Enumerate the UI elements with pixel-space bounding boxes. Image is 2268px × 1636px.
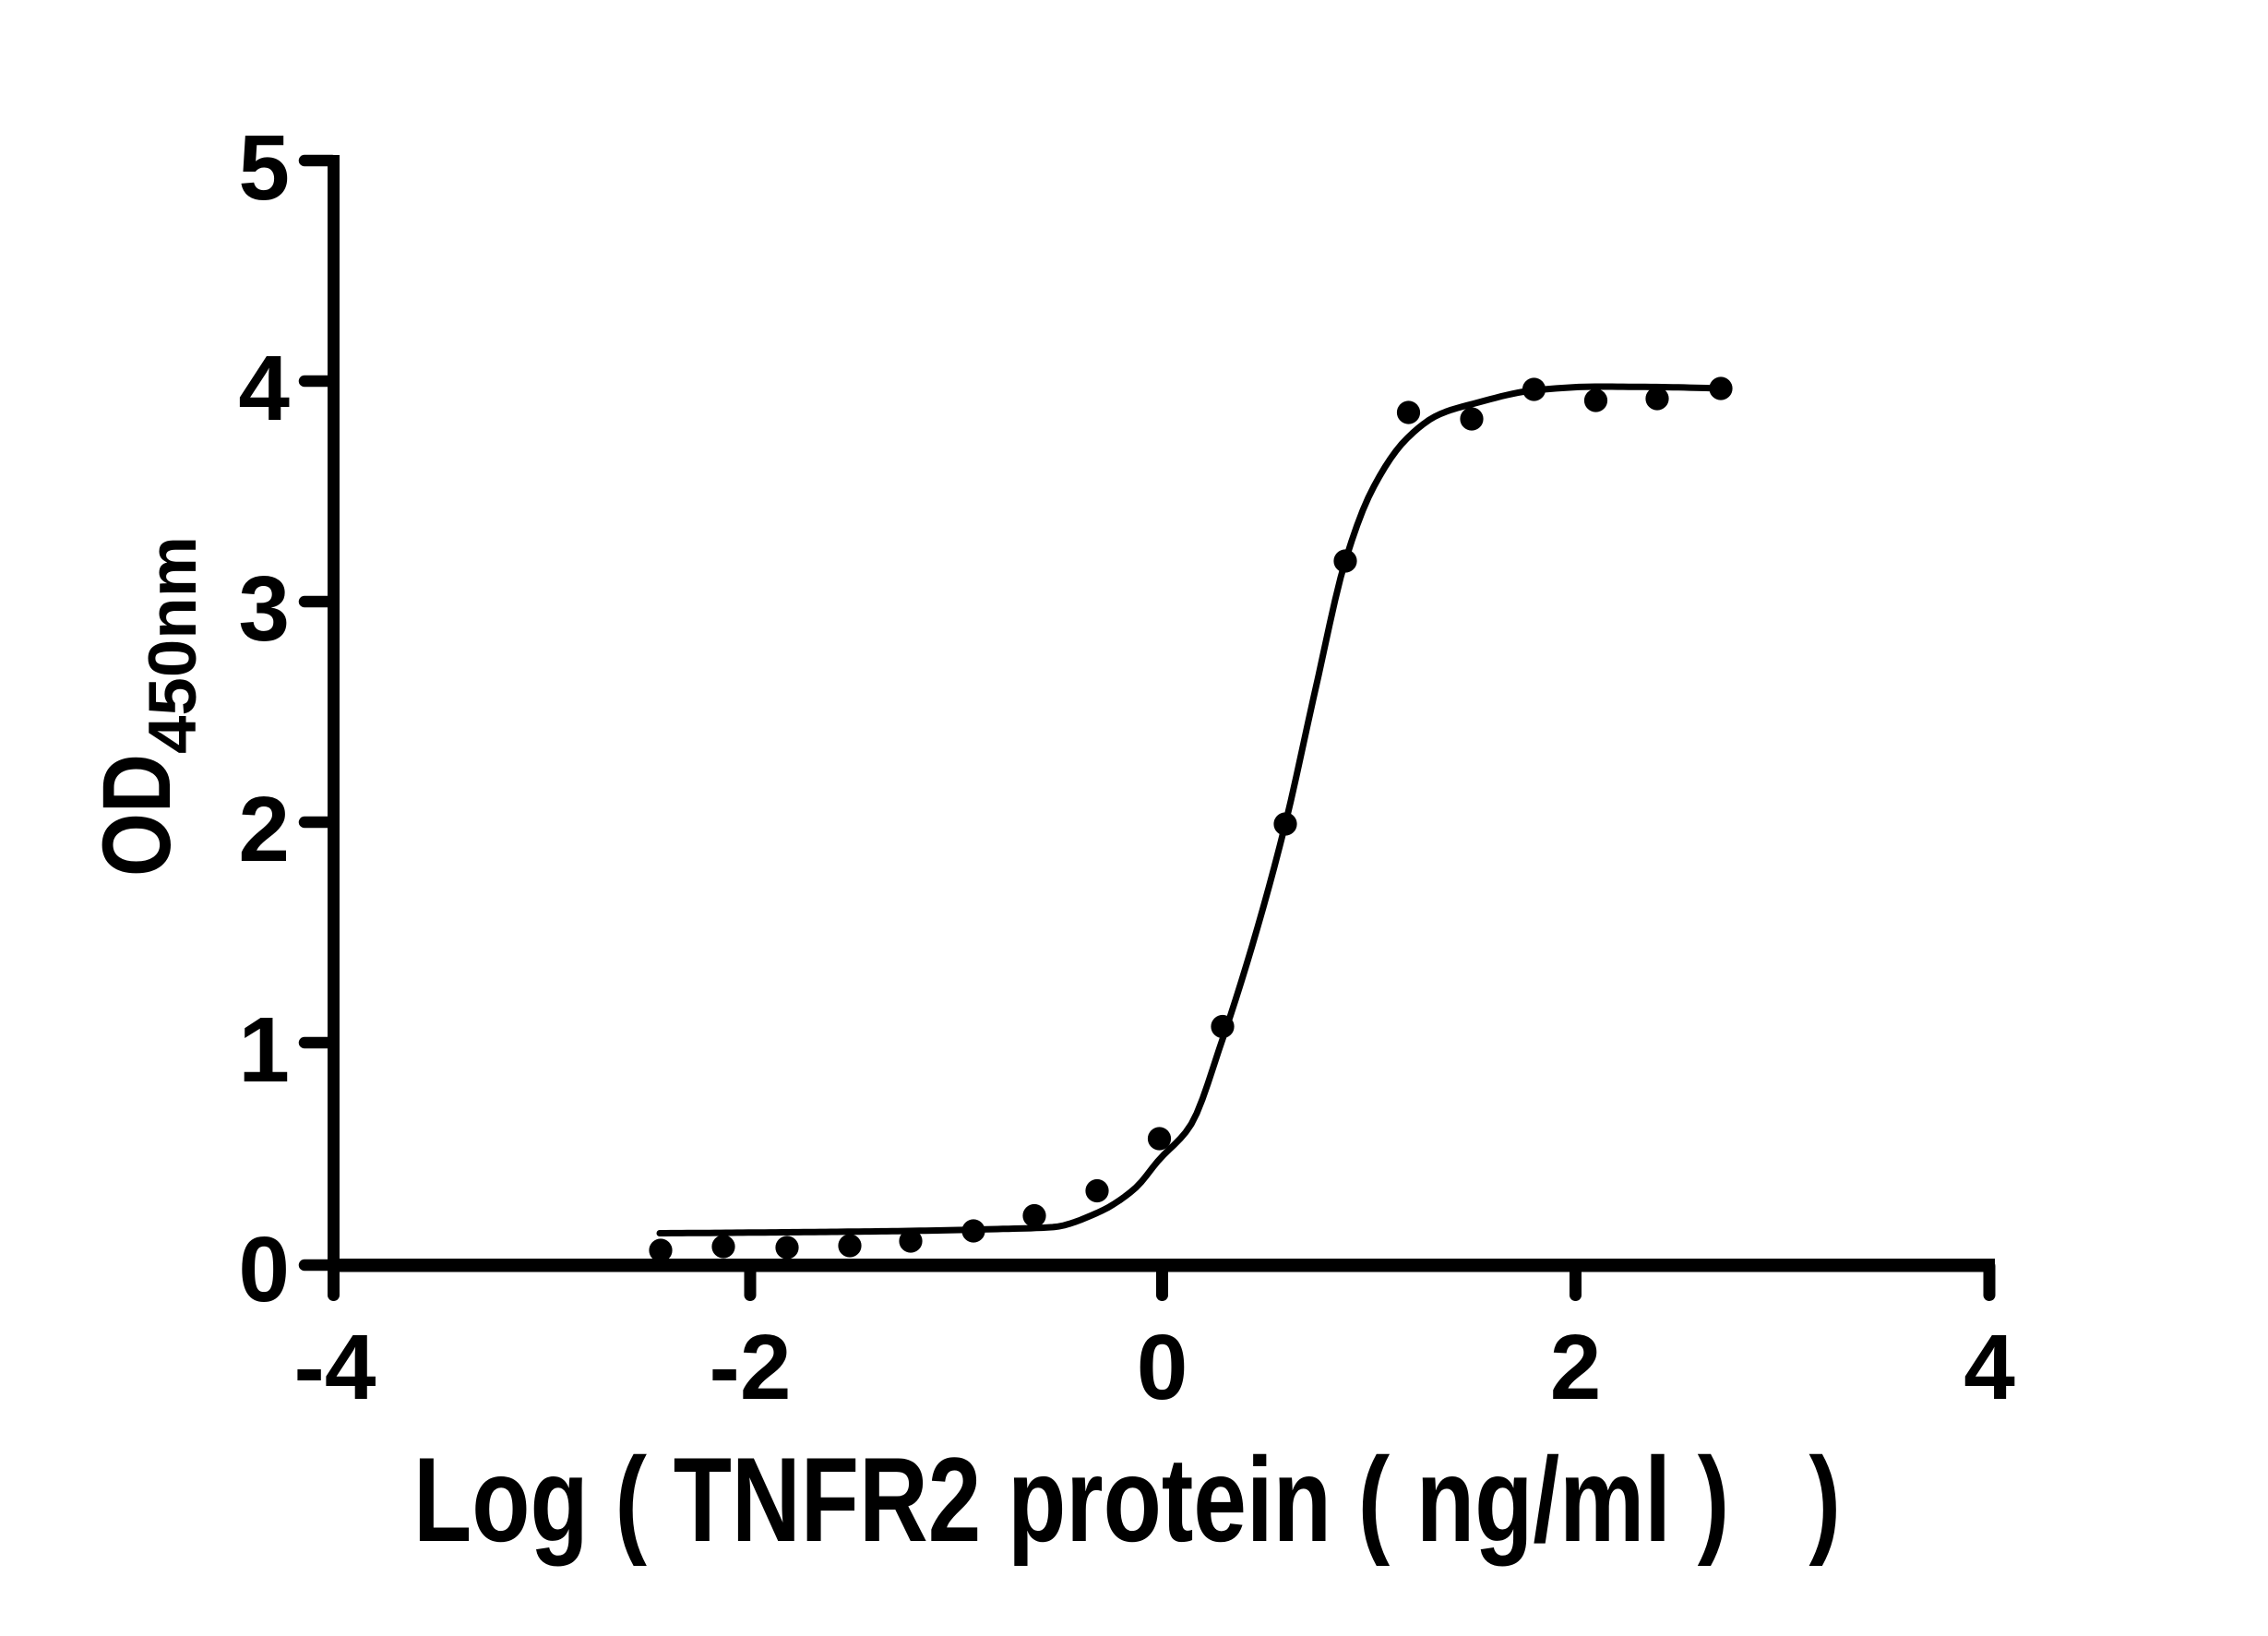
svg-text:4: 4 (238, 337, 290, 440)
svg-text:-2: -2 (710, 1316, 792, 1419)
svg-text:1: 1 (238, 998, 290, 1102)
svg-text:0: 0 (1137, 1316, 1188, 1419)
svg-text:-4: -4 (294, 1316, 376, 1419)
svg-text:2: 2 (238, 778, 290, 881)
svg-text:Log ( TNFR2 protein ( ng/ml ): Log ( TNFR2 protein ( ng/ml ) ) (413, 1432, 1841, 1567)
svg-text:5: 5 (238, 116, 290, 220)
svg-text:4: 4 (1964, 1316, 2015, 1419)
svg-text:3: 3 (238, 557, 290, 661)
svg-text:OD450nm: OD450nm (83, 536, 210, 877)
svg-text:2: 2 (1550, 1316, 1602, 1419)
svg-text:0: 0 (238, 1218, 290, 1321)
